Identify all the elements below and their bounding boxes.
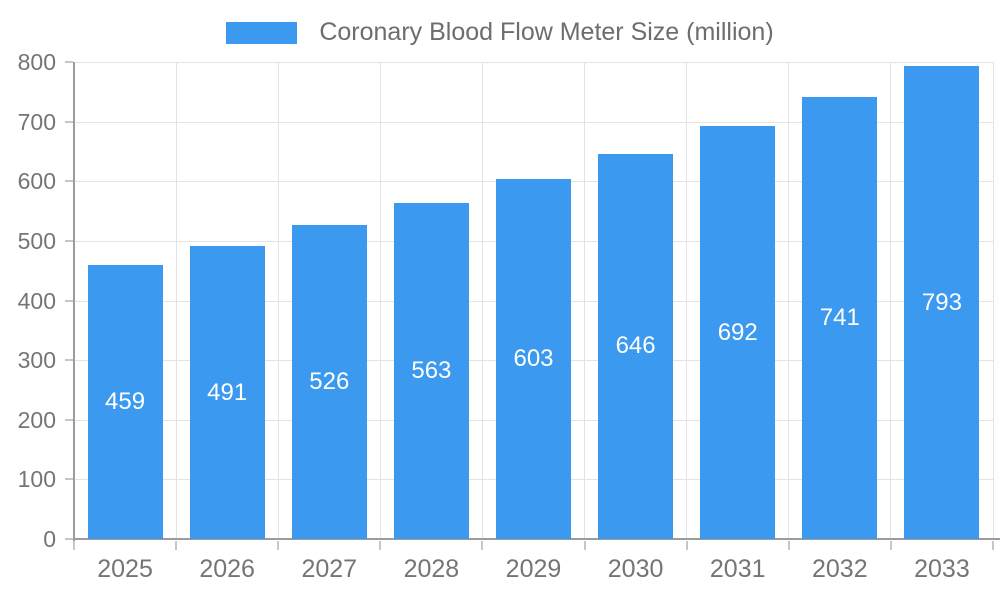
bar-value-label: 646	[615, 332, 656, 360]
chart-legend[interactable]: Coronary Blood Flow Meter Size (million)	[0, 18, 1000, 47]
bar-2030[interactable]	[598, 153, 674, 539]
y-axis-tick	[65, 180, 73, 183]
x-tick-label-2028: 2028	[403, 555, 460, 583]
x-axis-tick	[481, 541, 484, 550]
bar-2032[interactable]	[802, 97, 878, 539]
y-tick-label-600: 600	[17, 168, 56, 195]
gridline-vertical	[992, 62, 994, 539]
x-axis-tick	[787, 541, 790, 550]
x-axis-tick	[277, 541, 280, 550]
y-tick-label-100: 100	[17, 466, 56, 493]
y-tick-label-700: 700	[17, 108, 56, 135]
gridline-vertical	[686, 62, 688, 539]
legend-label: Coronary Blood Flow Meter Size (million)	[319, 18, 774, 46]
bar-2028[interactable]	[393, 203, 469, 539]
x-tick-label-2027: 2027	[301, 555, 358, 583]
x-axis-tick	[379, 541, 382, 550]
gridline-vertical	[175, 62, 177, 539]
gridline-vertical	[890, 62, 892, 539]
x-axis-tick	[175, 541, 178, 550]
gridline-vertical	[481, 62, 483, 539]
x-tick-label-2026: 2026	[199, 555, 255, 583]
bar-value-label: 526	[309, 368, 350, 396]
gridline-vertical	[379, 62, 381, 539]
bar-value-label: 491	[207, 378, 248, 406]
bar-value-label: 741	[819, 304, 860, 332]
x-axis-tick	[992, 541, 994, 550]
x-tick-label-2025: 2025	[97, 555, 153, 583]
x-tick-label-2033: 2033	[914, 555, 970, 583]
bar-2033[interactable]	[904, 66, 980, 539]
x-tick-label-2030: 2030	[607, 555, 664, 583]
gridline-vertical	[584, 62, 586, 539]
bar-2029[interactable]	[496, 179, 571, 539]
y-tick-label-500: 500	[17, 227, 56, 254]
bar-value-label: 459	[105, 388, 146, 416]
y-tick-label-0: 0	[43, 526, 56, 552]
x-axis-tick	[889, 541, 892, 550]
y-axis-tick	[65, 299, 73, 302]
y-tick-label-800: 800	[17, 49, 56, 75]
bar-value-label: 793	[921, 288, 962, 316]
x-axis-line	[73, 538, 1000, 540]
gridline-vertical	[788, 62, 790, 539]
x-tick-label-2031: 2031	[709, 555, 766, 583]
gridline-horizontal	[74, 121, 993, 123]
bar-value-label: 563	[411, 357, 452, 385]
y-axis-tick	[65, 61, 73, 63]
gridline-vertical	[277, 62, 279, 539]
y-tick-label-400: 400	[17, 287, 56, 314]
x-axis-tick	[73, 541, 75, 550]
bar-2027[interactable]	[291, 225, 367, 539]
y-tick-label-200: 200	[17, 406, 56, 433]
legend-swatch-icon	[226, 21, 298, 44]
y-axis-tick	[65, 359, 73, 362]
y-axis-tick	[65, 478, 73, 481]
x-axis-tick	[583, 541, 586, 550]
y-axis-tick	[65, 120, 73, 123]
bar-value-label: 603	[513, 345, 554, 373]
bar-value-label: 692	[717, 318, 758, 346]
plot-area: 0 100 200 300 400 500 600 700 800 2025 2026 2027 202…	[18, 51, 1000, 582]
y-axis-line	[73, 62, 75, 548]
bar-2031[interactable]	[700, 126, 776, 539]
bar-2025[interactable]	[87, 265, 163, 539]
y-axis-tick	[65, 239, 73, 242]
x-tick-label-2032: 2032	[812, 555, 868, 583]
x-tick-label-2029: 2029	[505, 555, 562, 583]
y-axis-tick	[65, 418, 73, 421]
y-axis-tick	[65, 538, 73, 540]
gridline-horizontal	[74, 62, 993, 63]
bar-2026[interactable]	[189, 246, 265, 539]
x-axis-tick	[685, 541, 688, 550]
y-tick-label-300: 300	[17, 347, 56, 374]
